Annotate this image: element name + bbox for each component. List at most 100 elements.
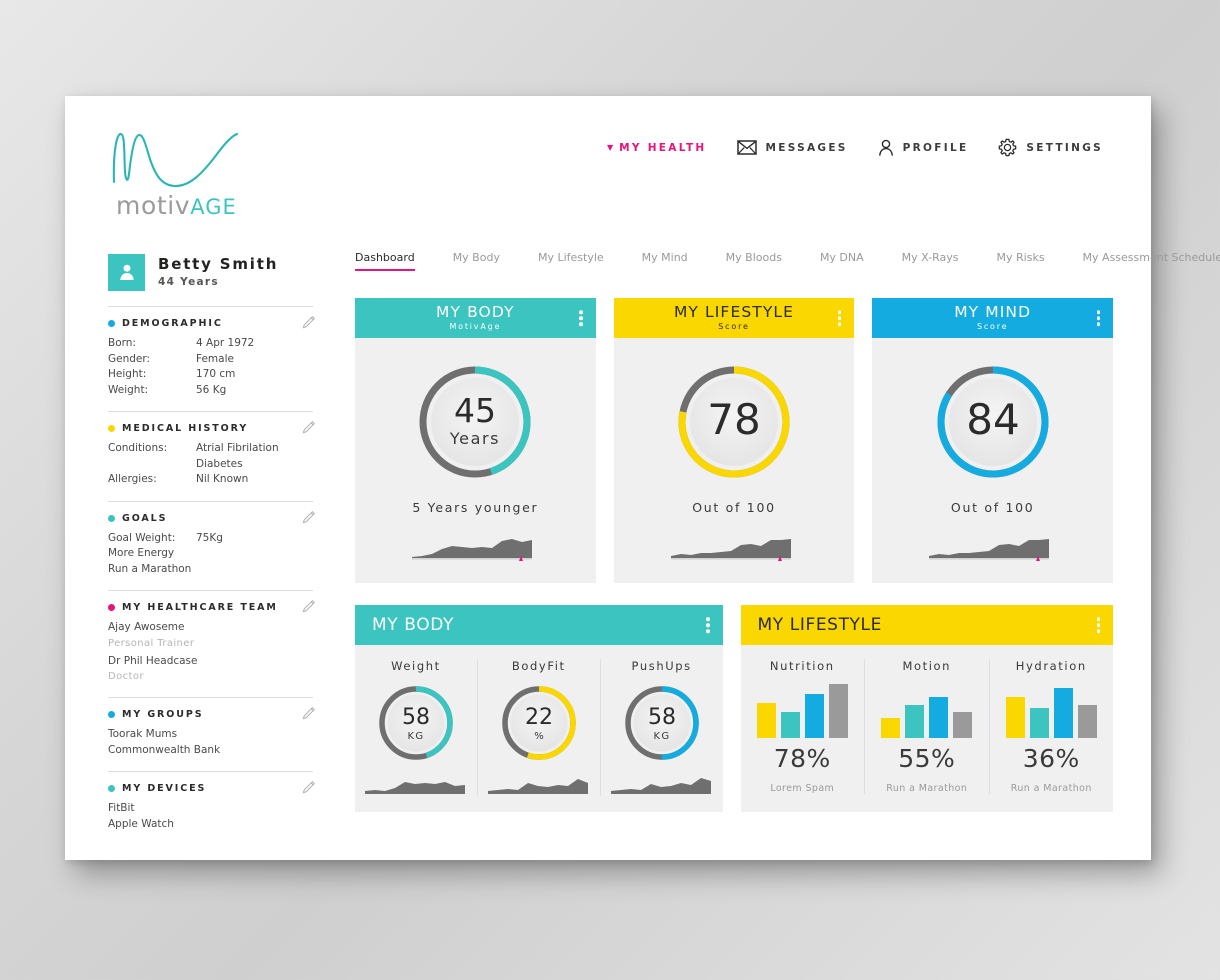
sidebar-section-my-devices: MY DEVICES FitBit Apple Watch [108, 771, 315, 832]
envelope-icon [736, 140, 757, 155]
tab-my-lifestyle[interactable]: My Lifestyle [537, 251, 604, 264]
card-my-lifestyle-score: MY LIFESTYLE Score [613, 298, 855, 583]
pencil-icon[interactable] [302, 421, 315, 434]
tab-my-bloods[interactable]: My Bloods [725, 251, 782, 264]
section-header: MY HEALTHCARE TEAM [108, 602, 313, 613]
nav-item-profile[interactable]: PROFILE [878, 139, 969, 156]
sparkline-weight [365, 782, 466, 794]
card-body: 45 Years 5 Years younger [355, 338, 596, 583]
section-title-medical-history: MEDICAL HISTORY [122, 423, 249, 434]
bar-chart-motion [881, 682, 973, 738]
metric-subtitle: Run a Marathon [886, 783, 968, 794]
bar-4 [953, 712, 973, 738]
person-icon [878, 139, 893, 156]
card-header: MY LIFESTYLE [740, 605, 1113, 645]
tab-my-body[interactable]: My Body [452, 251, 500, 264]
field-label: Born: [108, 337, 136, 349]
sparkline-my-mind [925, 531, 1060, 569]
section-bullet-icon [108, 514, 115, 522]
card-header: MY LIFESTYLE Score [613, 298, 855, 338]
field-allergies: Allergies: Nil Known [108, 472, 313, 488]
nav-label-my-health: MY HEALTH [619, 141, 707, 154]
nav-item-my-health[interactable]: ▼ MY HEALTH [607, 142, 707, 154]
sidebar-section-my-groups: MY GROUPS Toorak Mums Commonwealth Bank [108, 697, 315, 758]
list-item: FitBit [108, 802, 135, 814]
person-avatar-icon [119, 264, 134, 280]
sparkline-my-lifestyle [667, 531, 802, 569]
field-value: 4 Apr 1972 [196, 337, 255, 349]
pencil-icon[interactable] [302, 510, 315, 524]
tab-my-dna[interactable]: My DNA [819, 251, 864, 264]
bar-2 [1029, 708, 1049, 738]
sidebar-section-medical-history: MEDICAL HISTORY Conditions: Atrial Fibri… [108, 411, 315, 488]
brand-logo[interactable]: motivAGE [108, 124, 308, 220]
metric-percent: 55% [898, 744, 956, 773]
section-title-my-devices: MY DEVICES [122, 783, 207, 794]
field-label: Conditions: [108, 442, 168, 454]
tab-my-assessment-schedule[interactable]: My Assessment Schedule [1082, 251, 1220, 264]
pencil-icon[interactable] [302, 316, 315, 329]
metric-unit: % [534, 731, 544, 742]
field-label: Weight: [108, 383, 149, 396]
metric-unit: KG [407, 731, 424, 742]
nav-item-messages[interactable]: MESSAGES [736, 140, 848, 155]
pencil-icon[interactable] [302, 707, 315, 720]
metric-weight: Weight 58 KG [355, 659, 478, 796]
card-title: MY LIFESTYLE [673, 303, 795, 321]
nav-label-messages: MESSAGES [765, 141, 848, 154]
gear-icon [999, 138, 1017, 157]
section-bullet-icon [108, 711, 115, 718]
section-header: DEMOGRAPHIC [108, 318, 313, 329]
section-title-healthcare-team: MY HEALTHCARE TEAM [122, 602, 278, 613]
metric-bodyfit: BodyFit 22 % [478, 659, 601, 796]
kebab-menu-icon[interactable] [1096, 310, 1101, 326]
tab-my-mind[interactable]: My Mind [641, 251, 688, 264]
section-header: MEDICAL HISTORY [108, 423, 313, 434]
metric-percent: 36% [1022, 744, 1080, 773]
tab-dashboard[interactable]: Dashboard [355, 251, 415, 271]
tab-bar: Dashboard My Body My Lifestyle My Mind M… [355, 251, 1220, 271]
card-title: MY BODY [372, 615, 454, 635]
metric-value: 22 [525, 705, 553, 730]
nav-item-settings[interactable]: SETTINGS [998, 138, 1103, 157]
metric-unit: KG [653, 731, 670, 742]
card-header: MY BODY MotivAge [355, 298, 596, 338]
card-title: MY MIND [954, 303, 1032, 321]
field-height: Height: 170 cm [108, 367, 313, 383]
section-header: MY DEVICES [108, 783, 313, 794]
list-item: Dr Phil Headcase [108, 654, 198, 667]
kebab-menu-icon[interactable] [1096, 617, 1100, 633]
bar-3 [804, 694, 824, 738]
bar-1 [756, 703, 776, 738]
app-header: motivAGE ▼ MY HEALTH MESSAGES [65, 96, 1151, 226]
list-item-subtitle: Personal Trainer [108, 637, 195, 649]
gauge-caption: Out of 100 [692, 500, 776, 515]
tab-my-x-rays[interactable]: My X-Rays [901, 251, 959, 264]
field-gender: Gender: Female [108, 352, 313, 368]
metric-label: PushUps [631, 659, 692, 673]
bar-3 [929, 697, 949, 738]
pencil-icon[interactable] [302, 781, 315, 794]
sparkline-pushups [611, 778, 712, 794]
sparkline-bodyfit [488, 779, 589, 794]
gauge-value: 78 [707, 395, 760, 444]
list-item: More Energy [108, 547, 175, 559]
squiggle-wave-logo-icon [112, 132, 239, 188]
section-title-my-groups: MY GROUPS [122, 709, 204, 720]
field-conditions: Conditions: Atrial Fibrilation [108, 441, 313, 457]
list-item: Run a Marathon [108, 562, 192, 575]
kebab-menu-icon[interactable] [837, 310, 842, 326]
kebab-menu-icon[interactable] [706, 617, 710, 633]
sparkline-marker-icon [777, 555, 782, 561]
field-born: Born: 4 Apr 1972 [108, 336, 313, 352]
pencil-icon[interactable] [302, 600, 315, 613]
card-subtitle: Score [976, 322, 1009, 331]
kebab-menu-icon[interactable] [579, 310, 583, 326]
metric-subtitle: Run a Marathon [1010, 783, 1092, 794]
tab-my-risks[interactable]: My Risks [996, 251, 1045, 264]
detail-card-row: MY BODY Weight 58 [355, 605, 1113, 812]
section-header: GOALS [108, 513, 313, 524]
field-conditions-extra: Diabetes [108, 457, 313, 473]
gauge-my-lifestyle: 78 [678, 366, 790, 478]
field-value: 170 cm [196, 368, 236, 380]
